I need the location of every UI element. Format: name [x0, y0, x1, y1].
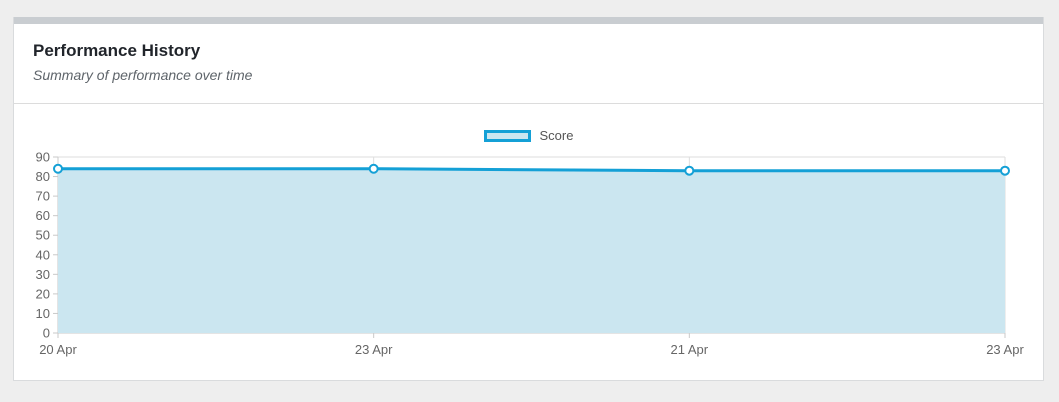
y-tick-label: 10	[36, 306, 50, 321]
data-point-marker	[368, 163, 379, 174]
data-point-marker	[1000, 165, 1010, 176]
chart-legend: Score	[14, 128, 1043, 143]
card-header: Performance History Summary of performan…	[14, 24, 1043, 103]
score-line	[58, 167, 1005, 173]
y-tick-label: 70	[36, 189, 50, 204]
x-tick-label: 20 Apr	[39, 342, 77, 357]
data-point-marker	[684, 165, 695, 176]
card-title: Performance History	[33, 41, 201, 60]
y-tick-label: 90	[36, 150, 50, 165]
legend-swatch-score	[483, 129, 531, 142]
y-tick-label: 20	[36, 286, 50, 301]
performance-history-card: Performance History Summary of performan…	[13, 17, 1044, 381]
chart-area: Score 0 10 20 30 40 50 60 70 80 90 20 Apr 23 Apr 21 …	[14, 104, 1043, 381]
y-tick-label: 40	[36, 247, 50, 262]
y-tick-label: 30	[36, 267, 50, 282]
legend-label-score: Score	[539, 128, 574, 143]
x-tick-label: 21 Apr	[671, 342, 709, 357]
data-point-marker	[53, 163, 63, 174]
y-tick-label: 80	[36, 169, 50, 184]
card-top-accent-bar	[14, 17, 1043, 24]
score-area-fill	[58, 168, 1005, 333]
card-subtitle: Summary of performance over time	[33, 67, 253, 83]
y-tick-label: 50	[36, 228, 50, 243]
score-area-chart: 0 10 20 30 40 50 60 70 80 90 20 Apr 23 Apr 21 Apr 23 …	[36, 150, 1025, 358]
x-tick-label: 23 Apr	[355, 342, 393, 357]
x-tick-label: 23 Apr	[986, 342, 1024, 357]
y-tick-label: 0	[43, 326, 50, 341]
header-divider	[14, 103, 1043, 104]
y-tick-label: 60	[36, 208, 50, 223]
